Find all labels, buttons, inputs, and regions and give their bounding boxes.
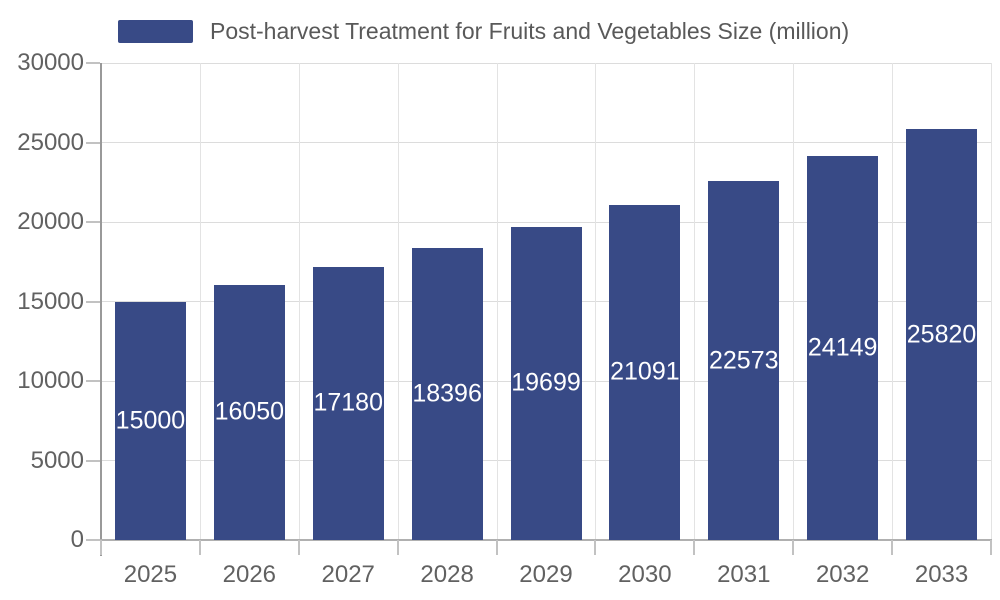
legend-label: Post-harvest Treatment for Fruits and Ve… <box>210 17 850 44</box>
legend-item[interactable]: Post-harvest Treatment for Fruits and Ve… <box>118 16 849 46</box>
gridline-h <box>101 62 991 64</box>
gridline-v <box>199 63 201 540</box>
gridline-v <box>793 63 795 540</box>
x-tick-label: 2031 <box>717 561 771 588</box>
x-tick-mark <box>792 540 795 555</box>
y-tick-label: 20000 <box>17 208 84 235</box>
y-tick-label: 0 <box>70 526 84 553</box>
bar-2027[interactable]: 17180 <box>312 266 384 540</box>
x-tick-mark <box>990 540 992 555</box>
y-tick-mark <box>86 380 100 382</box>
gridline-v <box>397 63 399 540</box>
bar-2029[interactable]: 19699 <box>510 226 582 540</box>
x-tick-label: 2032 <box>815 561 870 588</box>
y-tick-mark <box>86 459 100 462</box>
x-tick-label: 2025 <box>123 561 178 588</box>
bar-value-label: 22573 <box>709 346 779 375</box>
y-tick-mark <box>86 62 100 64</box>
bar-2032[interactable]: 24149 <box>807 156 879 540</box>
gridline-v <box>991 63 992 540</box>
x-tick-label: 2027 <box>321 561 375 588</box>
legend-swatch <box>118 19 193 43</box>
bar-value-label: 16050 <box>214 397 285 426</box>
bar-2031[interactable]: 22573 <box>708 181 780 540</box>
x-tick-label: 2030 <box>618 561 672 588</box>
bar-value-label: 19699 <box>511 368 581 397</box>
x-tick-mark <box>891 540 894 555</box>
x-tick-mark <box>594 540 597 555</box>
x-tick-label: 2026 <box>222 561 277 588</box>
bar-value-label: 25820 <box>906 320 977 349</box>
bar-2028[interactable]: 18396 <box>411 247 483 540</box>
x-axis-line <box>100 539 992 541</box>
x-tick-mark <box>396 540 399 555</box>
x-tick-label: 2029 <box>519 561 573 588</box>
gridline-v <box>892 63 894 540</box>
gridline-h <box>101 221 991 223</box>
gridline-v <box>595 63 597 540</box>
bar-value-label: 18396 <box>412 379 482 408</box>
bar-value-label: 24149 <box>807 333 878 362</box>
bar-value-label: 21091 <box>610 357 680 386</box>
gridline-v <box>694 63 696 540</box>
y-tick-mark <box>86 141 100 144</box>
x-tick-label: 2028 <box>420 561 474 588</box>
y-tick-mark <box>86 539 100 541</box>
y-tick-mark <box>86 300 100 303</box>
y-tick-label: 10000 <box>17 367 84 394</box>
y-tick-label: 15000 <box>17 287 84 315</box>
bar-2026[interactable]: 16050 <box>213 284 285 540</box>
y-tick-label: 5000 <box>30 446 84 474</box>
y-tick-label: 30000 <box>17 49 84 76</box>
bar-2033[interactable]: 25820 <box>906 129 978 540</box>
y-axis-line <box>100 63 102 556</box>
x-tick-mark <box>100 540 102 555</box>
bar-2025[interactable]: 15000 <box>114 301 186 540</box>
bar-value-label: 15000 <box>115 406 186 435</box>
bar-value-label: 17180 <box>313 388 383 417</box>
gridline-v <box>298 63 300 540</box>
x-tick-mark <box>297 540 300 555</box>
x-tick-mark <box>495 540 498 555</box>
x-tick-mark <box>198 540 201 555</box>
gridline-h <box>101 142 991 143</box>
x-tick-label: 2033 <box>914 561 969 588</box>
y-tick-mark <box>86 221 100 223</box>
gridline-v <box>496 63 498 540</box>
y-tick-label: 25000 <box>17 128 84 156</box>
x-tick-mark <box>693 540 696 555</box>
bar-2030[interactable]: 21091 <box>609 204 681 540</box>
